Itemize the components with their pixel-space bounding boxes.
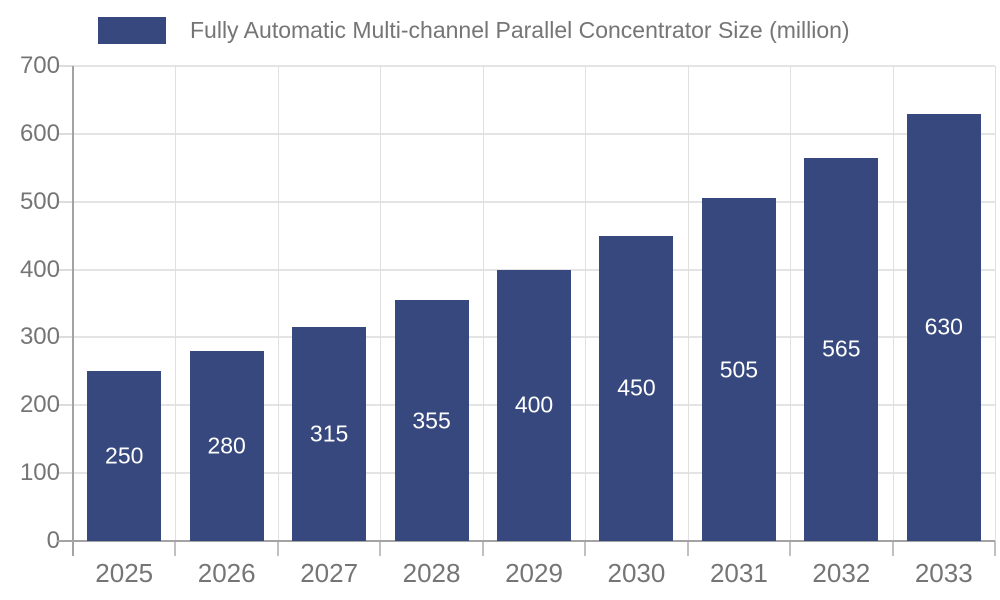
bar-value-label: 565 — [822, 335, 861, 362]
v-gridline — [380, 66, 382, 541]
bar-value-label: 505 — [719, 356, 759, 383]
y-axis-tick-label: 400 — [19, 255, 60, 283]
x-axis-tick — [891, 541, 894, 556]
bar-value-label: 250 — [105, 442, 144, 469]
y-axis-tick-label: 100 — [19, 459, 60, 487]
bar-value-label: 450 — [617, 374, 656, 401]
x-axis-category-label: 2030 — [607, 558, 666, 588]
y-axis-tick-label: 500 — [19, 187, 60, 215]
x-axis-tick — [481, 541, 484, 556]
v-gridline — [995, 66, 996, 541]
x-axis-category-label: 2031 — [709, 558, 768, 588]
x-axis-category-label: 2025 — [95, 558, 154, 588]
h-gridline — [73, 132, 995, 135]
x-axis-tick — [584, 541, 587, 556]
legend-swatch-icon — [98, 16, 166, 44]
bar — [87, 371, 162, 541]
v-gridline — [892, 66, 894, 541]
v-gridline — [175, 66, 177, 541]
x-axis-tick — [686, 541, 689, 556]
y-axis-tick — [57, 404, 73, 407]
y-axis-tick-label: 300 — [19, 323, 60, 351]
bar-value-label: 400 — [514, 391, 554, 418]
x-axis-tick — [789, 541, 792, 556]
x-axis-category-label: 2029 — [505, 558, 563, 588]
x-axis-category-label: 2033 — [914, 558, 973, 588]
chart-legend: Fully Automatic Multi-channel Parallel C… — [98, 14, 850, 46]
bar-value-label: 315 — [309, 420, 349, 447]
bar — [497, 269, 571, 541]
y-axis-tick-label: 600 — [19, 119, 60, 147]
legend-label: Fully Automatic Multi-channel Parallel C… — [190, 16, 850, 43]
y-axis-tick — [57, 268, 73, 271]
x-axis-tick — [276, 541, 279, 556]
x-axis-tick — [994, 541, 996, 556]
x-axis-category-label: 2026 — [197, 558, 256, 588]
bar-value-label: 355 — [412, 407, 451, 434]
y-axis-tick — [57, 200, 73, 203]
y-axis-tick — [57, 65, 73, 67]
bar — [599, 235, 674, 541]
bar-value-label: 630 — [924, 313, 963, 340]
v-gridline — [585, 66, 587, 541]
v-gridline — [277, 66, 279, 541]
h-gridline — [73, 65, 995, 67]
x-axis-category-label: 2028 — [402, 558, 461, 588]
bar-value-label: 280 — [207, 432, 246, 459]
y-axis-tick — [57, 336, 73, 339]
y-axis-tick — [57, 132, 73, 135]
bar — [292, 327, 367, 541]
v-gridline — [790, 66, 792, 541]
x-axis-tick — [379, 541, 382, 556]
bar — [701, 198, 776, 541]
y-axis-tick-label: 0 — [46, 527, 60, 554]
x-axis-tick — [174, 541, 177, 556]
bar — [394, 300, 469, 541]
bar — [189, 351, 264, 541]
bar — [906, 113, 981, 541]
h-gridline — [73, 200, 995, 203]
v-gridline — [482, 66, 484, 541]
y-axis-tick — [57, 472, 73, 475]
y-axis-tick-label: 200 — [19, 391, 60, 419]
y-axis-line — [72, 66, 74, 556]
x-axis-category-label: 2032 — [812, 558, 871, 588]
y-axis-tick-label: 700 — [19, 52, 60, 79]
x-axis-category-label: 2027 — [300, 558, 359, 588]
bar — [804, 157, 879, 541]
v-gridline — [687, 66, 689, 541]
x-axis-line — [57, 540, 995, 542]
